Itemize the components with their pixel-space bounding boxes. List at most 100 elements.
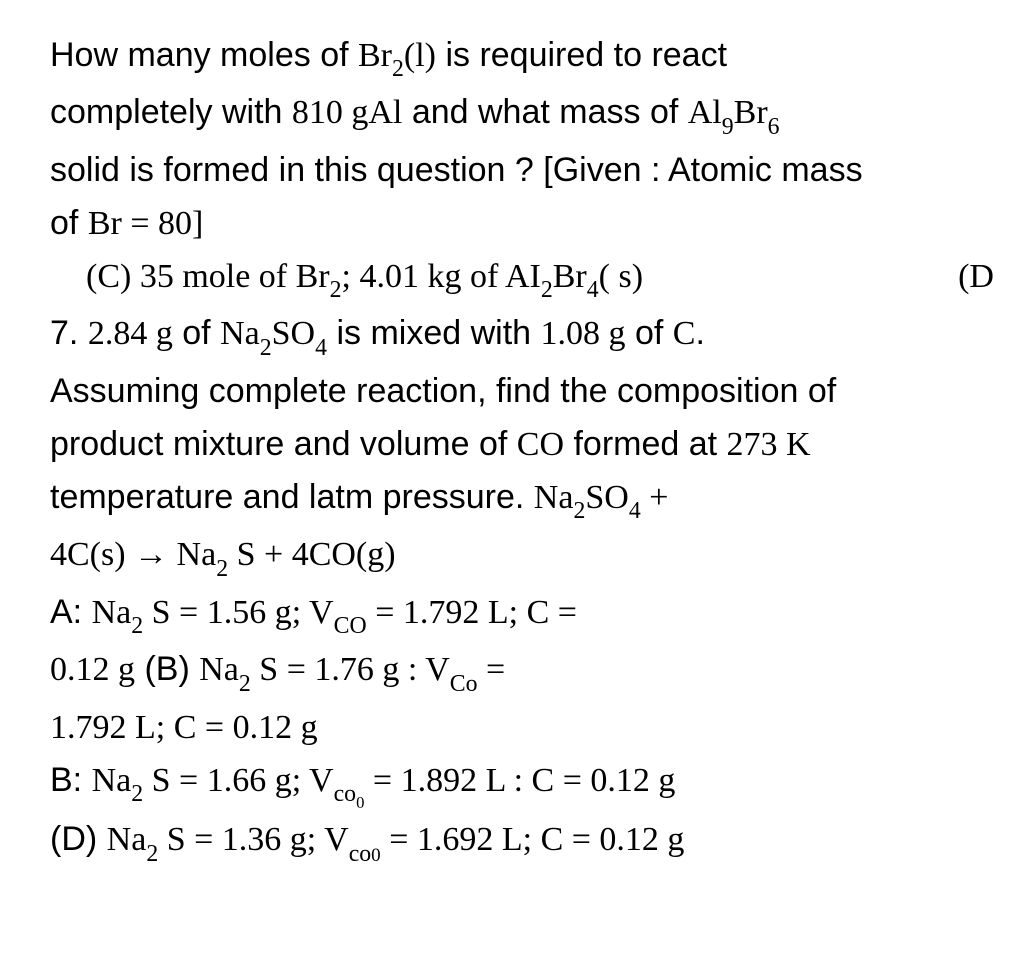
question-6: How many moles of Br2(l) is required to … (50, 30, 994, 306)
t: S = 1.56 g; V (143, 594, 333, 631)
t: = 1.792 L; C = (367, 594, 577, 631)
sub: 2 (541, 277, 553, 303)
sub: 6 (768, 114, 780, 140)
sub-co: co0 (349, 841, 381, 867)
mass: 2.84 g (88, 315, 173, 352)
sub: 2 (260, 335, 272, 361)
t: Na (534, 479, 574, 516)
t: S = 1.66 g; V (143, 762, 333, 799)
pre: A: (50, 593, 92, 631)
text: How many moles of (50, 36, 358, 74)
temp: 273 K (727, 426, 811, 463)
pre: B: (50, 761, 92, 799)
text: is required to react (436, 36, 727, 74)
pre: (D) (50, 820, 107, 858)
t: = 1.892 L : C = 0.12 g (364, 762, 675, 799)
sub: 4 (315, 335, 327, 361)
body: Na2 S = 1.76 g : VCo = (199, 651, 505, 688)
t: ( s) (599, 258, 643, 295)
sub: 2 (239, 671, 251, 697)
q6-line4: of Br = 80] (50, 198, 994, 249)
na2so4: Na2SO4 (220, 315, 327, 352)
t: product mixture and volume of (50, 425, 517, 463)
t: = 1.692 L; C = 0.12 g (381, 821, 685, 858)
q7-option-b: B: Na2 S = 1.66 g; Vco0 = 1.892 L : C = … (50, 755, 994, 813)
t: ; 4.01 kg of (342, 258, 505, 295)
q6-option-c: (C) 35 mole of Br2; 4.01 kg of AI2Br4( s… (50, 251, 994, 306)
eq: Br = 80 (88, 205, 192, 242)
body: Na2 S = 1.36 g; Vco0 = 1.692 L; C = 0.12… (107, 821, 685, 858)
q7-line3: product mixture and volume of CO formed … (50, 419, 994, 470)
sub: 2 (131, 781, 143, 807)
sub: 2 (392, 56, 404, 82)
opt-d-fragment: (D (958, 251, 994, 306)
t: is mixed with (327, 314, 541, 352)
text: completely with (50, 93, 292, 131)
q7-option-d: (D) Na2 S = 1.36 g; Vco0 = 1.692 L; C = … (50, 814, 994, 869)
sub: CO (334, 613, 367, 639)
q7-option-a-cont: 0.12 g (B) Na2 S = 1.76 g : VCo = (50, 644, 994, 699)
sub: 2 (573, 498, 585, 524)
t: S + 4CO(g) (228, 536, 395, 573)
sub: 4 (587, 277, 599, 303)
pre: (B) (135, 650, 199, 688)
text: of (50, 204, 88, 242)
sub: 2 (131, 613, 143, 639)
al9br6: Al9Br6 (688, 94, 780, 131)
t: = (478, 651, 506, 688)
plus: + (641, 479, 669, 516)
t: temperature and latm pressure. (50, 478, 534, 516)
t: Br (734, 94, 768, 131)
q7-line2: Assuming complete reaction, find the com… (50, 366, 994, 417)
sub: 9 (722, 114, 734, 140)
t: Na (220, 315, 260, 352)
question-7: 7. 2.84 g of Na2SO4 is mixed with 1.08 g… (50, 308, 994, 869)
sub: 2 (216, 556, 228, 582)
q6-line2: completely with 810 gAl and what mass of… (50, 87, 994, 142)
t: (C) 35 mole of Br (86, 258, 330, 295)
sub: 0 (356, 793, 364, 812)
t: Na (107, 821, 147, 858)
t: Na (92, 762, 132, 799)
t: Al (688, 94, 722, 131)
text: ] (192, 205, 203, 242)
br2l: Br2(l) (358, 37, 436, 74)
sub: Co (450, 671, 478, 697)
C: C (673, 315, 696, 352)
body: Na2 S = 1.66 g; Vco0 = 1.892 L : C = 0.1… (92, 762, 676, 799)
q6-line3: solid is formed in this question ? [Give… (50, 145, 994, 196)
t: Na (92, 594, 132, 631)
q7-line4: temperature and latm pressure. Na2SO4 + (50, 472, 994, 527)
t: Na (199, 651, 239, 688)
q7-option-a: A: Na2 S = 1.56 g; VCO = 1.792 L; C = (50, 587, 994, 642)
t: co (334, 781, 356, 807)
t: SO (272, 315, 315, 352)
t: S = 1.36 g; V (158, 821, 348, 858)
t: Br (358, 37, 392, 74)
t: Br (553, 258, 587, 295)
co: CO (517, 426, 564, 463)
t: co (349, 841, 371, 867)
sub: 2 (330, 277, 342, 303)
q7-option-b-cont: 1.792 L; C = 0.12 g (50, 702, 994, 753)
t: (l) (404, 37, 436, 74)
q7-equation: 4C(s) → Na2 S + 4CO(g) (50, 529, 994, 584)
t: 0.12 g (50, 651, 135, 688)
text: and what mass of (402, 93, 687, 131)
sub: 0 (371, 845, 381, 866)
sub: 4 (629, 498, 641, 524)
mass: 1.08 g (541, 315, 626, 352)
t: formed at (564, 425, 727, 463)
sub-co: co0 (334, 781, 365, 807)
t: . (695, 314, 704, 352)
sub: 2 (146, 841, 158, 867)
t: 4C(s) → Na (50, 536, 216, 573)
t: 7. (50, 314, 88, 352)
opt-c-main: (C) 35 mole of Br2; 4.01 kg of AI2Br4( s… (86, 251, 643, 306)
q6-line1: How many moles of Br2(l) is required to … (50, 30, 994, 85)
na2so4-2: Na2SO4 (534, 479, 641, 516)
t: of (626, 314, 673, 352)
t: AI (505, 258, 541, 295)
t: SO (585, 479, 628, 516)
mass: 810 gAl (292, 94, 403, 131)
